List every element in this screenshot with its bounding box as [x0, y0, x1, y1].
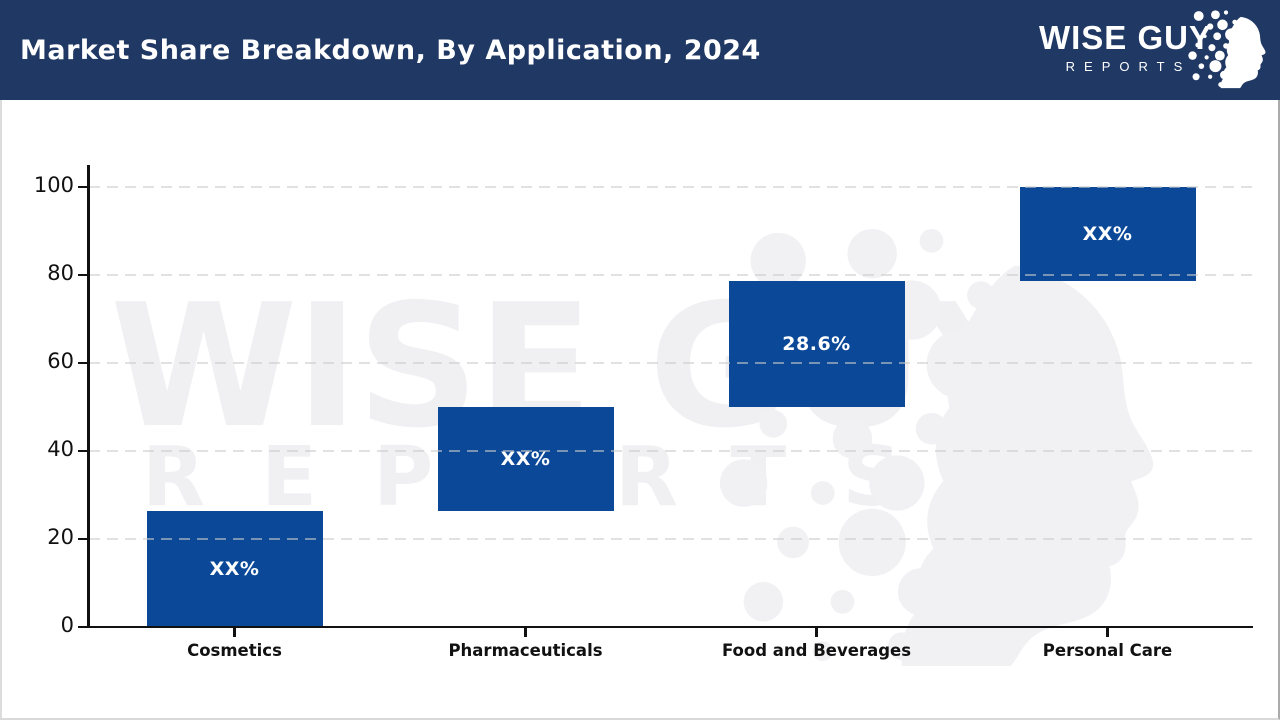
y-tick-label-100: 100	[33, 173, 74, 197]
logo-name: WISE GUY	[1038, 19, 1212, 56]
gridline-60	[89, 362, 1253, 364]
bar-personal-care: XX%	[1019, 187, 1196, 282]
y-tick-40	[78, 449, 88, 453]
y-tick-label-60: 60	[47, 349, 74, 373]
bar-label-food-and-beverages: 28.6%	[782, 333, 851, 356]
gridline-20	[89, 538, 1253, 540]
x-tick-pharmaceuticals	[524, 628, 527, 637]
y-axis-line	[87, 165, 90, 627]
y-tick-80	[78, 273, 88, 277]
y-tick-60	[78, 361, 88, 365]
x-tick-label-food-and-beverages: Food and Beverages	[721, 641, 912, 660]
y-tick-label-40: 40	[47, 437, 74, 461]
y-tick-100	[78, 185, 88, 189]
y-tick-20	[78, 537, 88, 541]
logo-text: WISE GUY REPORTS	[1038, 19, 1212, 74]
gridline-100	[89, 186, 1253, 188]
gridline-80	[89, 274, 1253, 276]
bar-pharmaceuticals: XX%	[437, 407, 614, 511]
chart-canvas	[0, 100, 1280, 720]
page-title: Market Share Breakdown, By Application, …	[20, 34, 761, 66]
x-tick-personal-care	[1106, 628, 1109, 637]
y-tick-0	[78, 625, 88, 629]
x-axis-line	[87, 625, 1253, 628]
x-tick-food-and-beverages	[815, 628, 818, 637]
y-tick-label-80: 80	[47, 261, 74, 285]
wise-guy-reports-logo: WISE GUY REPORTS	[1018, 8, 1270, 94]
bar-cosmetics: XX%	[146, 510, 323, 627]
bar-label-pharmaceuticals: XX%	[500, 447, 551, 470]
dotted-head-icon	[1188, 10, 1266, 89]
x-tick-label-personal-care: Personal Care	[1042, 641, 1173, 660]
y-tick-label-0: 0	[60, 613, 74, 637]
x-tick-label-cosmetics: Cosmetics	[187, 641, 282, 660]
bar-label-personal-care: XX%	[1082, 223, 1133, 246]
x-tick-label-pharmaceuticals: Pharmaceuticals	[448, 641, 603, 660]
x-tick-cosmetics	[233, 628, 236, 637]
header-bar: Market Share Breakdown, By Application, …	[0, 0, 1280, 100]
y-tick-label-20: 20	[47, 525, 74, 549]
bar-label-cosmetics: XX%	[209, 557, 260, 580]
bar-food-and-beverages: 28.6%	[728, 281, 905, 407]
logo-subtitle: REPORTS	[1065, 58, 1192, 74]
watermark-head-icon	[719, 228, 1154, 666]
gridline-40	[89, 450, 1253, 452]
